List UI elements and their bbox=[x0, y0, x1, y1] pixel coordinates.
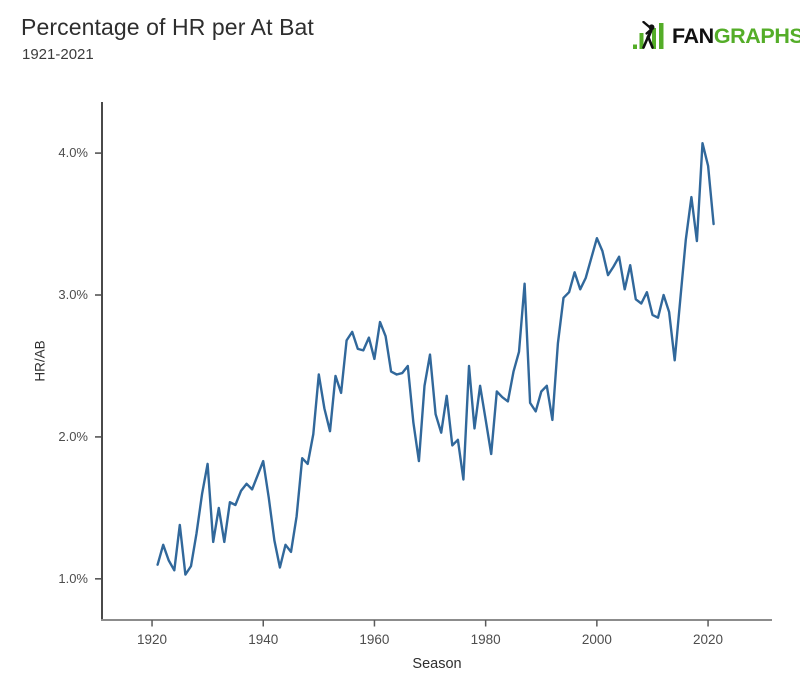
y-axis-title: HR/AB bbox=[32, 340, 48, 382]
y-tick-label: 4.0% bbox=[58, 145, 88, 161]
y-tick-label: 1.0% bbox=[58, 570, 88, 586]
x-tick-label: 1920 bbox=[137, 632, 168, 647]
page-title: Percentage of HR per At Bat bbox=[21, 14, 314, 40]
page-subtitle: 1921-2021 bbox=[22, 46, 94, 63]
y-tick-label: 3.0% bbox=[58, 287, 88, 302]
x-tick-label: 1940 bbox=[248, 632, 279, 647]
x-tick-label: 2000 bbox=[581, 632, 612, 647]
logo-text-graphs: GRAPHS bbox=[713, 24, 800, 48]
x-tick-label: 1980 bbox=[470, 632, 501, 647]
batter-with-bar-chart-icon bbox=[633, 20, 669, 49]
x-axis-title: Season bbox=[412, 656, 462, 672]
logo-text-fan: FAN bbox=[672, 24, 714, 48]
fangraphs-logo: FAN GRAPHS bbox=[633, 20, 800, 49]
x-tick-label: 2020 bbox=[693, 632, 724, 647]
x-tick-label: 1960 bbox=[359, 632, 390, 647]
y-tick-label: 2.0% bbox=[58, 428, 88, 444]
hr-ab-series-line bbox=[156, 141, 715, 576]
